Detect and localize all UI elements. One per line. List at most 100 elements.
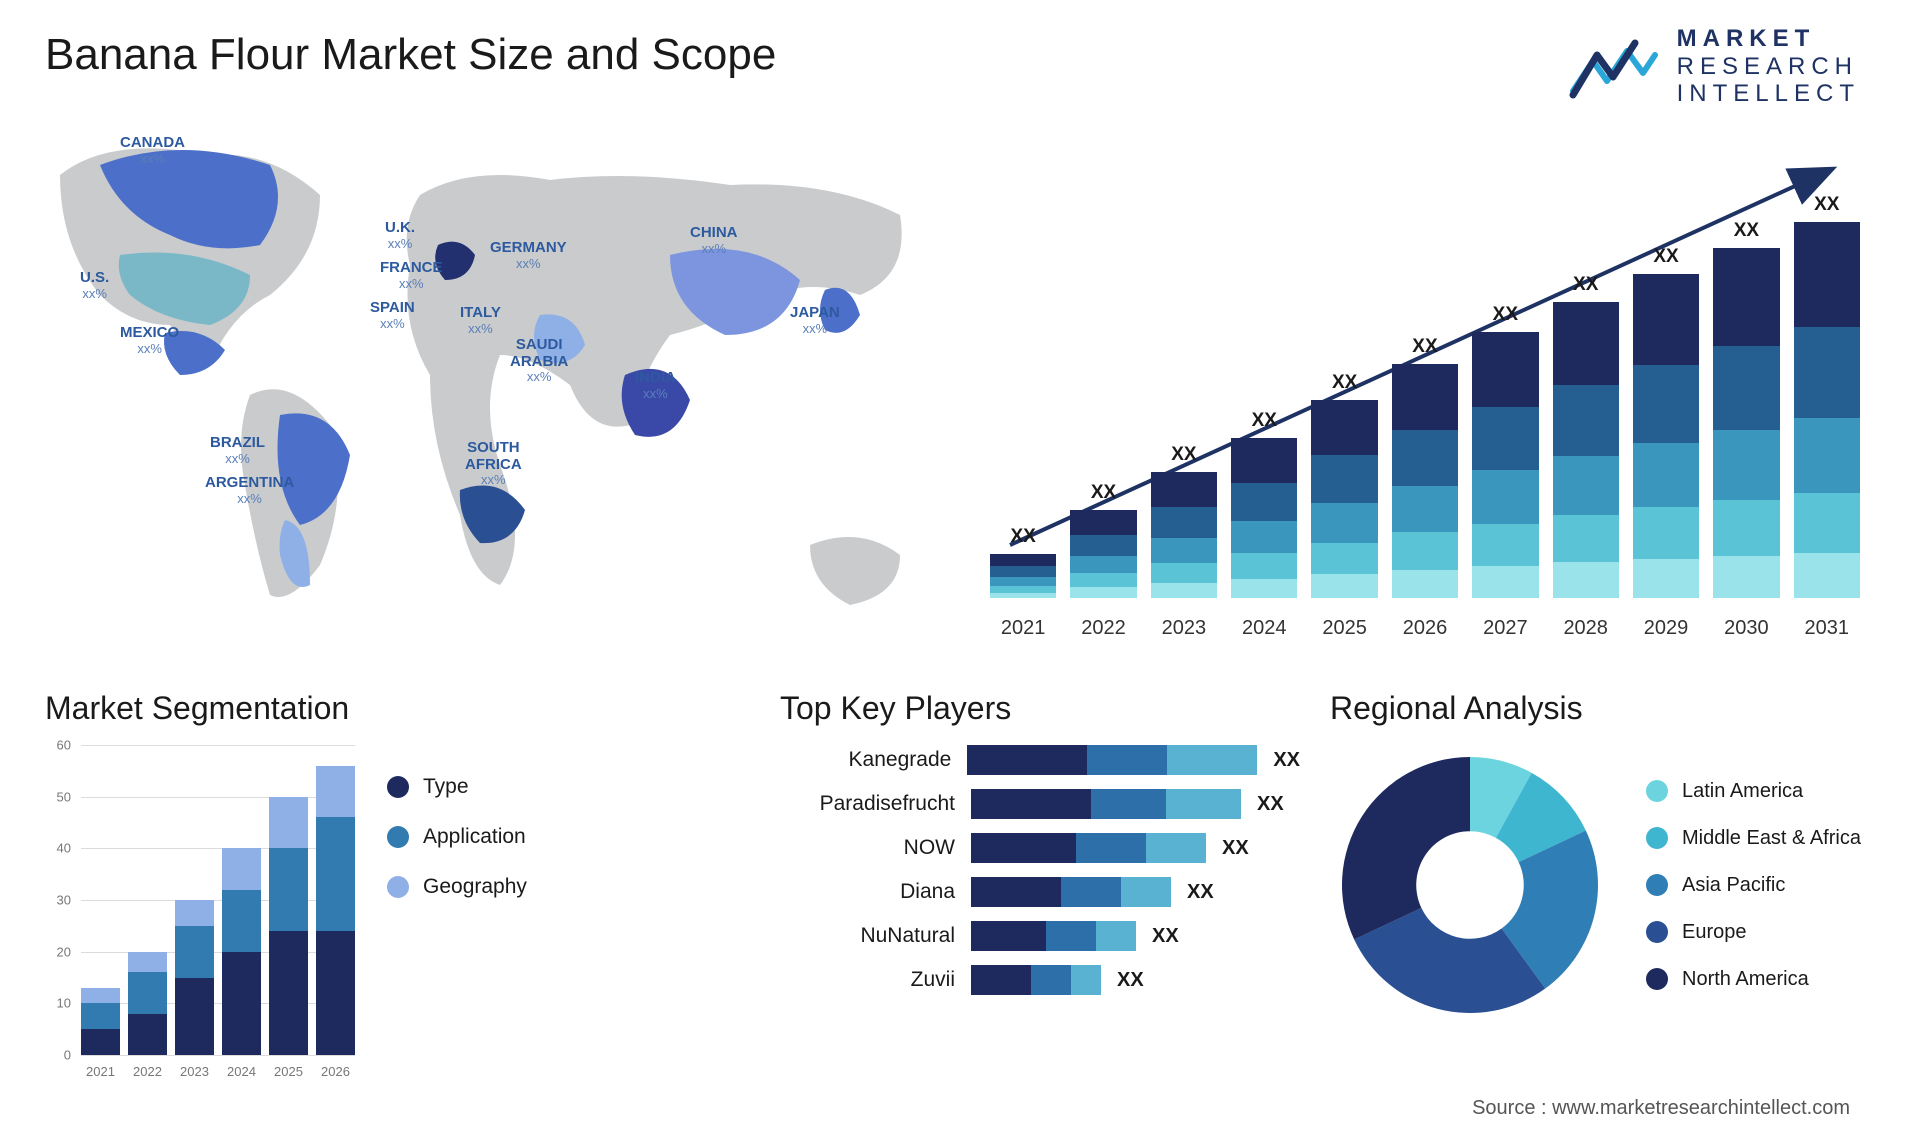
keyplayer-name: Diana bbox=[780, 880, 955, 904]
forecast-bar-segment bbox=[1713, 346, 1779, 430]
forecast-bar-segment bbox=[1151, 563, 1217, 583]
forecast-bar-segment bbox=[1151, 472, 1217, 507]
forecast-bar-segment bbox=[1794, 553, 1860, 598]
forecast-bar-segment bbox=[1713, 500, 1779, 556]
keyplayer-bar-segment bbox=[1166, 789, 1241, 819]
forecast-bar-segment bbox=[1392, 570, 1458, 598]
seg-bar bbox=[222, 848, 261, 1055]
seg-bar bbox=[269, 797, 308, 1055]
forecast-bar-label: XX bbox=[1412, 336, 1437, 358]
keyplayer-value: XX bbox=[1222, 837, 1249, 860]
legend-swatch-icon bbox=[1646, 921, 1668, 943]
segmentation-legend: Type Application Geography bbox=[387, 745, 527, 1085]
forecast-bar-segment bbox=[1794, 418, 1860, 493]
legend-label: Asia Pacific bbox=[1682, 874, 1785, 897]
keyplayer-row: ParadisefruchtXX bbox=[780, 789, 1300, 819]
forecast-bar-segment bbox=[1553, 456, 1619, 515]
keyplayer-bar-segment bbox=[1096, 921, 1136, 951]
forecast-bar-segment bbox=[1151, 538, 1217, 563]
forecast-bar-segment bbox=[1392, 364, 1458, 430]
keyplayer-bar bbox=[971, 789, 1241, 819]
legend-label: Europe bbox=[1682, 921, 1747, 944]
keyplayer-bar bbox=[971, 833, 1206, 863]
forecast-bar-segment bbox=[1070, 587, 1136, 598]
page-title: Banana Flour Market Size and Scope bbox=[45, 30, 776, 80]
forecast-bar-segment bbox=[1794, 222, 1860, 327]
keyplayer-bar-segment bbox=[1121, 877, 1171, 907]
forecast-bar-segment bbox=[990, 586, 1056, 593]
seg-legend-item: Geography bbox=[387, 875, 527, 899]
seg-year-label: 2025 bbox=[269, 1064, 308, 1079]
keyplayer-bar bbox=[967, 745, 1257, 775]
forecast-bar-segment bbox=[1633, 559, 1699, 598]
seg-bar-segment bbox=[269, 848, 308, 931]
forecast-bar-segment bbox=[1392, 486, 1458, 533]
forecast-bar-label: XX bbox=[1493, 304, 1518, 326]
forecast-bar-label: XX bbox=[1573, 274, 1598, 296]
keyplayer-bar-segment bbox=[1061, 877, 1121, 907]
forecast-bar-label: XX bbox=[1653, 246, 1678, 268]
country-label: BRAZILxx% bbox=[210, 435, 265, 466]
forecast-year-label: 2031 bbox=[1794, 617, 1860, 640]
seg-ytick: 0 bbox=[64, 1048, 71, 1063]
forecast-bar-segment bbox=[1070, 535, 1136, 556]
seg-bar-segment bbox=[128, 972, 167, 1013]
forecast-bar-segment bbox=[1070, 556, 1136, 574]
forecast-bar-segment bbox=[1633, 507, 1699, 559]
forecast-bar-segment bbox=[1231, 483, 1297, 521]
country-label: FRANCExx% bbox=[380, 260, 443, 291]
country-label: SOUTHAFRICAxx% bbox=[465, 440, 522, 487]
keyplayer-bar-segment bbox=[971, 921, 1046, 951]
legend-label: Latin America bbox=[1682, 780, 1803, 803]
forecast-bar-segment bbox=[1472, 524, 1538, 567]
forecast-bar-segment bbox=[1472, 470, 1538, 523]
forecast-bar-segment bbox=[1311, 574, 1377, 598]
country-label: SPAINxx% bbox=[370, 300, 415, 331]
forecast-bar-segment bbox=[1151, 583, 1217, 598]
legend-label: North America bbox=[1682, 968, 1809, 991]
regional-legend: Latin America Middle East & Africa Asia Pa… bbox=[1646, 780, 1861, 991]
forecast-bar-segment bbox=[1633, 365, 1699, 443]
keyplayer-row: NOW XX bbox=[780, 833, 1300, 863]
keyplayer-name: NuNatural bbox=[780, 924, 955, 948]
keyplayer-bar-segment bbox=[971, 789, 1091, 819]
regional-donut-chart bbox=[1330, 745, 1610, 1025]
keyplayer-value: XX bbox=[1273, 749, 1300, 772]
forecast-bar-segment bbox=[1633, 443, 1699, 508]
seg-bar bbox=[81, 988, 120, 1055]
brand-block: MARKET RESEARCH INTELLECT bbox=[1569, 25, 1860, 108]
keyplayer-bar-segment bbox=[971, 965, 1031, 995]
seg-ytick: 40 bbox=[57, 841, 71, 856]
seg-bar-segment bbox=[81, 1003, 120, 1029]
forecast-bar: XX bbox=[990, 526, 1056, 598]
forecast-bar: XX bbox=[1713, 220, 1779, 598]
forecast-bar: XX bbox=[1472, 304, 1538, 598]
seg-bar-segment bbox=[316, 931, 355, 1055]
forecast-bar: XX bbox=[1392, 336, 1458, 598]
forecast-bar-segment bbox=[1794, 327, 1860, 417]
forecast-year-label: 2025 bbox=[1311, 617, 1377, 640]
keyplayer-name: NOW bbox=[780, 836, 955, 860]
keyplayer-bar-segment bbox=[1167, 745, 1257, 775]
forecast-year-label: 2030 bbox=[1713, 617, 1779, 640]
regional-legend-item: Asia Pacific bbox=[1646, 874, 1861, 897]
regional-legend-item: Middle East & Africa bbox=[1646, 827, 1861, 850]
forecast-bar-segment bbox=[1713, 430, 1779, 500]
forecast-bar-segment bbox=[1311, 503, 1377, 543]
keyplayer-row: DianaXX bbox=[780, 877, 1300, 907]
forecast-bar: XX bbox=[1231, 410, 1297, 598]
seg-ytick: 50 bbox=[57, 789, 71, 804]
brand-logo-icon bbox=[1569, 33, 1659, 99]
seg-legend-item: Type bbox=[387, 775, 527, 799]
keyplayer-row: ZuviiXX bbox=[780, 965, 1300, 995]
legend-label: Application bbox=[423, 825, 526, 849]
brand-line1: MARKET bbox=[1677, 25, 1860, 53]
forecast-bar-segment bbox=[1794, 493, 1860, 553]
forecast-bar-label: XX bbox=[1252, 410, 1277, 432]
keyplayer-bar bbox=[971, 877, 1171, 907]
country-label: GERMANYxx% bbox=[490, 240, 567, 271]
seg-ytick: 20 bbox=[57, 944, 71, 959]
keyplayer-bar-segment bbox=[967, 745, 1087, 775]
forecast-bar-segment bbox=[1231, 579, 1297, 598]
keyplayer-bar-segment bbox=[1031, 965, 1071, 995]
